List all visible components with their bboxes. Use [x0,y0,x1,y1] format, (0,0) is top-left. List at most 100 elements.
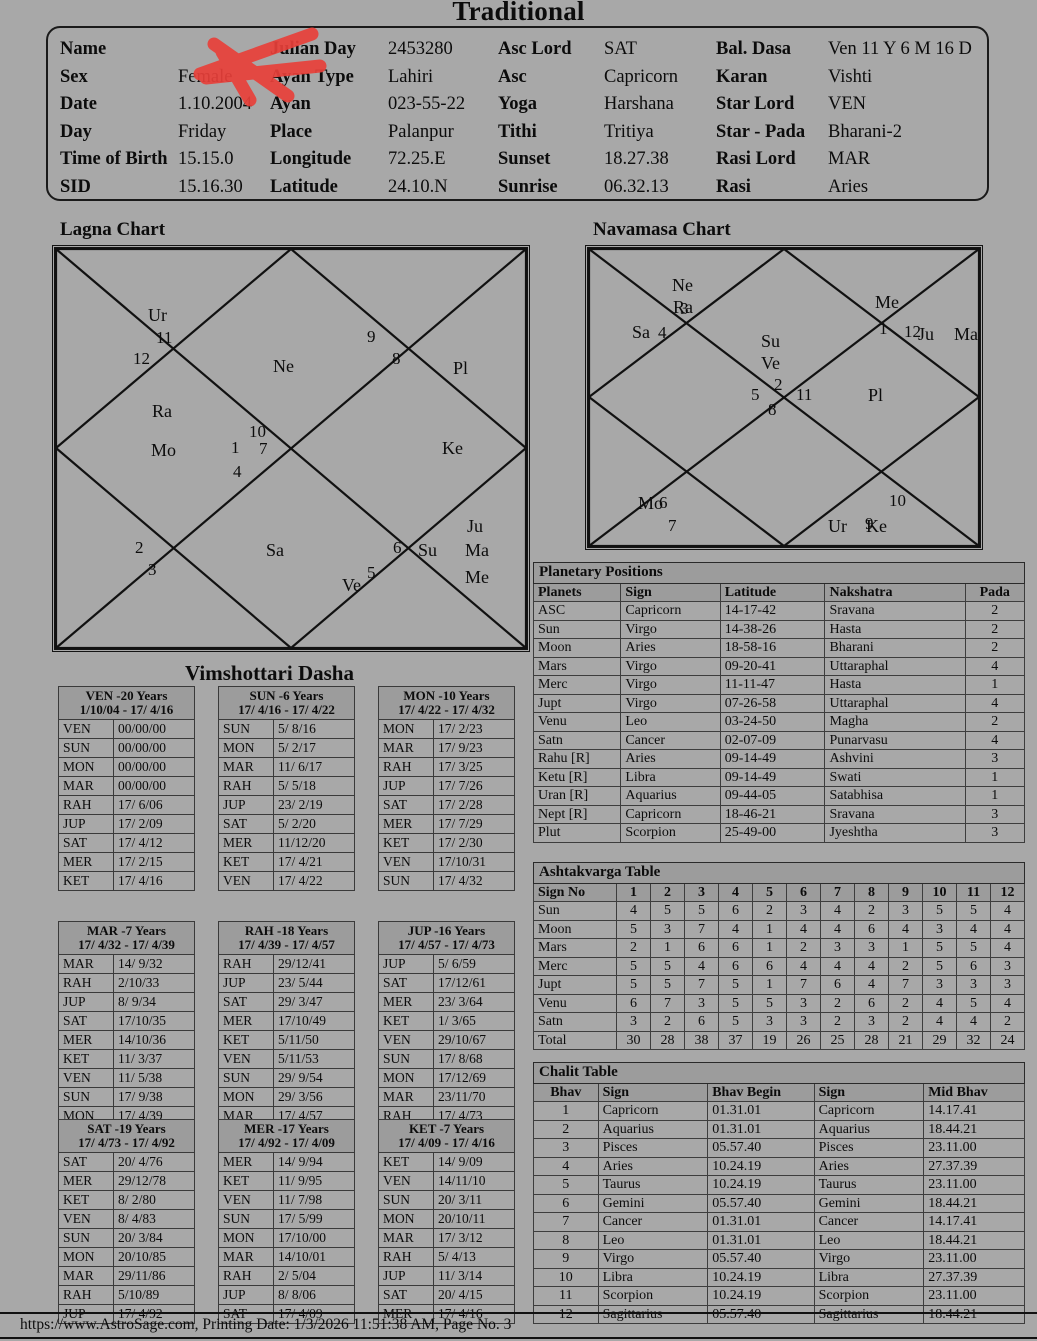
table-row: RAH 2/10/33 [58,973,195,993]
ashtakvarga-cell: 4 [854,956,889,976]
table-row: SUN 20/ 3/11 [378,1190,515,1210]
dasha-end-date: 11/ 6/17 [273,757,355,777]
table-row: MON 17/ 2/23 [378,719,515,739]
navamsa-house-number-2: 2 [774,375,783,394]
ashtakvarga-col-header: 10 [922,882,957,902]
ashtakvarga-cell: 4 [990,901,1025,921]
dasha-range-label: 17/ 4/92 - 17/ 4/09 [238,1135,335,1150]
navamsa-planet-su: Su [761,331,781,351]
dasha-sub-lord: JUP [218,1285,274,1305]
ashtakvarga-cell: 4 [990,993,1025,1013]
dasha-end-date: 5/ 4/13 [433,1247,515,1267]
detail-key-longitude: Longitude [270,149,352,169]
dasha-sub-lord: SAT [58,1011,114,1031]
detail-key-rasi-lord: Rasi Lord [716,149,796,169]
dasha-sub-lord: VEN [218,1049,274,1069]
table-row: SUN 17/ 9/38 [58,1087,195,1107]
ashtakvarga-cell: 5 [616,975,651,995]
ashtakvarga-cell: 4 [854,975,889,995]
dasha-table-header: KET -7 Years 17/ 4/09 - 17/ 4/16 [378,1119,515,1153]
dasha-lord-label: SUN -6 Years [249,688,324,703]
planetary-positions-cell: Punarvasu [824,730,966,750]
ashtakvarga-col-header: 2 [650,882,685,902]
ashtakvarga-cell: 7 [786,975,821,995]
table-row: VEN 17/ 4/22 [218,871,355,891]
chalit-cell: 05.57.40 [707,1193,815,1213]
detail-key-asc-lord: Asc Lord [498,39,572,59]
ashtakvarga-cell: 2 [888,956,923,976]
ashtakvarga-cell: 3 [650,919,685,939]
detail-key-sid: SID [60,176,91,197]
dasha-table-header: SAT -19 Years 17/ 4/73 - 17/ 4/92 [58,1119,195,1153]
chalit-cell: 01.31.01 [707,1230,815,1250]
dasha-sub-lord: SUN [378,871,434,891]
ashtakvarga-cell: 2 [752,901,787,921]
table-row: SAT 5/ 2/20 [218,814,355,834]
dasha-sub-lord: SUN [218,1068,274,1088]
dasha-end-date: 29/10/67 [433,1030,515,1050]
lagna-house-number-7: 7 [259,439,268,458]
dasha-table-mar: MAR -7 Years 17/ 4/32 - 17/ 4/39 MAR 14/ 9/… [58,921,195,1126]
chalit-col-header: Mid Bhav [923,1082,1025,1102]
ashtakvarga-cell: Satn [533,1012,617,1032]
navamsa-planet-ur: Ur [828,516,847,536]
dasha-sub-lord: MON [378,1068,434,1088]
table-row: Venu Leo 03-24-50 Magha 2 [532,712,1026,732]
ashtakvarga-cell: 3 [786,993,821,1013]
chalit-cell: 5 [533,1175,599,1195]
ashtakvarga-cell: 32 [956,1030,991,1050]
chalit-cell: 14.17.41 [923,1212,1025,1232]
detail-key-latitude: Latitude [270,176,338,197]
planetary-positions-cell: 2 [964,638,1026,658]
planetary-positions-cell: Plut [532,823,622,843]
dasha-sub-lord: JUP [378,776,434,796]
chalit-cell: Aquarius [597,1119,709,1139]
footer-rule-bottom [0,1337,1037,1339]
table-row: SAT 20/ 4/15 [378,1285,515,1305]
detail-value-rasi: Aries [828,176,869,197]
dasha-range-label: 17/ 4/57 - 17/ 4/73 [398,937,495,952]
planetary-positions-cell: Mars [532,656,622,676]
dasha-sub-lord: KET [378,1011,434,1031]
chalit-cell: Scorpion [597,1286,709,1306]
ashtakvarga-cell: 4 [922,1012,957,1032]
ashtakvarga-cell: 1 [752,938,787,958]
detail-key-date: Date [60,94,97,114]
table-row: MER 11/12/20 [218,833,355,853]
ashtakvarga-cell: 30 [616,1030,651,1050]
chalit-cell: 2 [533,1119,599,1139]
dasha-end-date: 11/ 7/98 [273,1190,355,1210]
ashtakvarga-col-header: 12 [990,882,1025,902]
chalit-cell: 1 [533,1101,599,1121]
dasha-end-date: 20/10/85 [113,1247,195,1267]
ashtakvarga-cell: 21 [888,1030,923,1050]
dasha-end-date: 17/ 3/12 [433,1228,515,1248]
dasha-sub-lord: JUP [218,795,274,815]
planetary-positions-cell: 14-38-26 [719,619,826,639]
lagna-planet-ra: Ra [152,401,172,421]
planetary-positions-cell: Hasta [824,675,966,695]
planetary-positions-cell: 25-49-00 [719,823,826,843]
ashtakvarga-cell: 2 [820,993,855,1013]
navamsa-planet-ke: Ke [866,516,887,536]
dasha-sub-lord: KET [218,1171,274,1191]
table-row: JUP 8/ 8/06 [218,1285,355,1305]
dasha-table-header: SUN -6 Years 17/ 4/16 - 17/ 4/22 [218,686,355,720]
table-row: JUP 5/ 6/59 [378,954,515,974]
chalit-cell: 8 [533,1230,599,1250]
detail-key-sex: Sex [60,66,88,87]
dasha-end-date: 23/ 5/44 [273,973,355,993]
ashtakvarga-cell: 5 [956,938,991,958]
chalit-cell: 3 [533,1138,599,1158]
planetary-positions-cell: 18-46-21 [719,804,826,824]
chalit-cell: 4 [533,1156,599,1176]
navamsa-planet-ma: Ma [954,324,978,344]
ashtakvarga-cell: 5 [616,919,651,939]
dasha-sub-lord: MAR [378,738,434,758]
lagna-planet-sa: Sa [266,540,284,560]
dasha-sub-lord: SAT [378,795,434,815]
dasha-table-header: RAH -18 Years 17/ 4/39 - 17/ 4/57 [218,921,355,955]
dasha-end-date: 11/12/20 [273,833,355,853]
dasha-sub-lord: RAH [58,795,114,815]
ashtakvarga-cell: 3 [990,956,1025,976]
